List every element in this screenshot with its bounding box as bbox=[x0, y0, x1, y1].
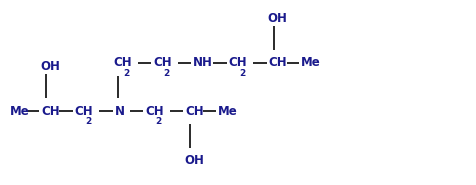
Text: NH: NH bbox=[193, 56, 213, 69]
Text: 2: 2 bbox=[238, 69, 245, 78]
Text: 2: 2 bbox=[163, 69, 169, 78]
Text: CH: CH bbox=[185, 105, 203, 117]
Text: 2: 2 bbox=[85, 117, 91, 126]
Text: CH: CH bbox=[268, 56, 287, 69]
Text: CH: CH bbox=[228, 56, 247, 69]
Text: CH: CH bbox=[41, 105, 60, 117]
Text: OH: OH bbox=[184, 154, 204, 167]
Text: Me: Me bbox=[10, 105, 29, 117]
Text: 2: 2 bbox=[123, 69, 129, 78]
Text: CH: CH bbox=[113, 56, 131, 69]
Text: N: N bbox=[114, 105, 124, 117]
Text: Me: Me bbox=[217, 105, 237, 117]
Text: CH: CH bbox=[153, 56, 171, 69]
Text: 2: 2 bbox=[155, 117, 161, 126]
Text: OH: OH bbox=[40, 60, 60, 73]
Text: OH: OH bbox=[267, 12, 287, 25]
Text: CH: CH bbox=[74, 105, 93, 117]
Text: CH: CH bbox=[145, 105, 163, 117]
Text: Me: Me bbox=[300, 56, 320, 69]
